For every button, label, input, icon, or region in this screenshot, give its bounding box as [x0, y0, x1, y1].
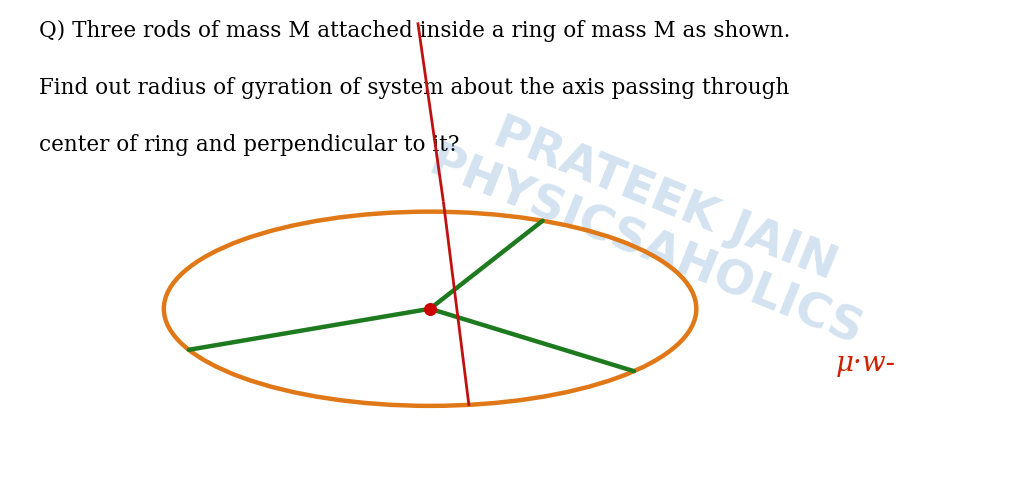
Point [422, 305, 438, 313]
Text: μ·w-: μ·w- [836, 350, 895, 377]
Text: Q) Three rods of mass M attached inside a ring of mass M as shown.: Q) Three rods of mass M attached inside … [39, 20, 791, 42]
Text: PRATEEK JAIN
PHYSICSAHOLICS: PRATEEK JAIN PHYSICSAHOLICS [422, 92, 889, 356]
Text: Find out radius of gyration of system about the axis passing through: Find out radius of gyration of system ab… [39, 77, 790, 99]
Text: center of ring and perpendicular to it?: center of ring and perpendicular to it? [39, 134, 460, 156]
